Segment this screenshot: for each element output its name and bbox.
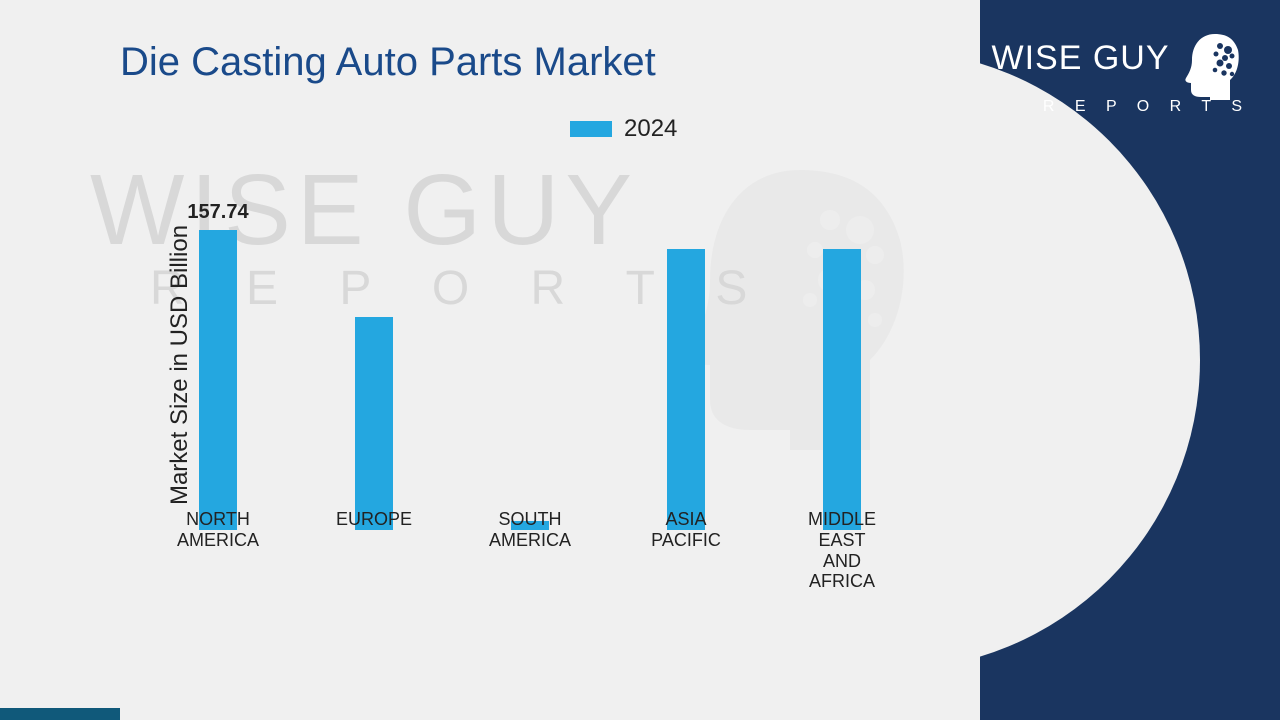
bar <box>355 317 393 530</box>
legend-swatch <box>570 121 612 137</box>
bar-column <box>764 249 920 530</box>
brand-logo: WISE GUY R E P O R T S <box>992 30 1250 116</box>
bar-value-label: 157.74 <box>187 201 248 224</box>
chart-title: Die Casting Auto Parts Market <box>120 40 656 85</box>
legend-label: 2024 <box>624 115 677 143</box>
brand-name: WISE GUY <box>992 39 1170 77</box>
bar <box>199 230 237 530</box>
bottom-accent-bar <box>0 708 120 720</box>
bar <box>667 249 705 530</box>
plot-area: 157.74 <box>140 150 920 530</box>
brand-sub: R E P O R T S <box>992 98 1250 116</box>
bar-chart: Market Size in USD Billion 157.74 NORTH … <box>100 150 920 580</box>
bar-column <box>296 317 452 530</box>
bar <box>823 249 861 530</box>
x-axis-labels: NORTH AMERICAEUROPESOUTH AMERICAASIA PAC… <box>140 509 920 592</box>
x-axis-label: MIDDLE EAST AND AFRICA <box>764 509 920 592</box>
brand-head-icon <box>1180 30 1250 100</box>
bar-column <box>608 249 764 530</box>
x-axis-label: SOUTH AMERICA <box>452 509 608 592</box>
legend: 2024 <box>570 115 677 143</box>
chart-canvas: WISE GUY R E P O R T S WISE GUY <box>0 0 1280 720</box>
x-axis-label: ASIA PACIFIC <box>608 509 764 592</box>
x-axis-label: EUROPE <box>296 509 452 592</box>
bars-container: 157.74 <box>140 150 920 530</box>
x-axis-label: NORTH AMERICA <box>140 509 296 592</box>
bar-column: 157.74 <box>140 230 296 530</box>
